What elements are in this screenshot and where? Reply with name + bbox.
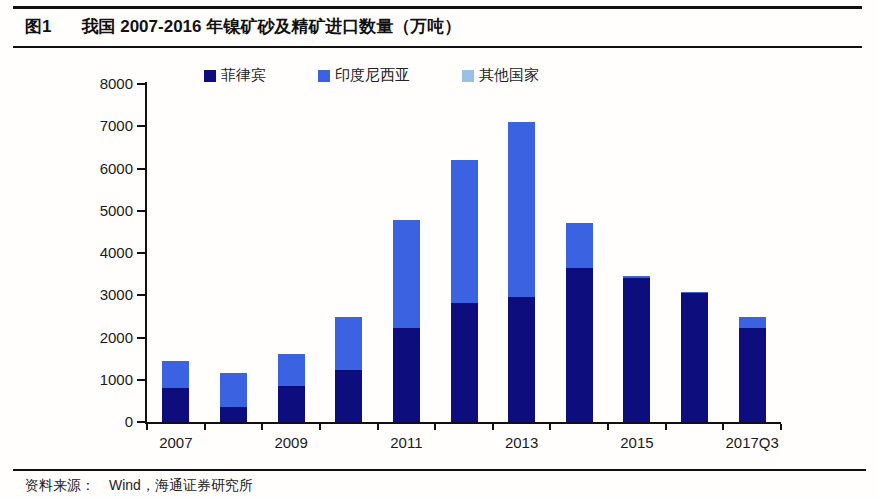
x-tick <box>434 424 436 430</box>
y-tick <box>137 210 145 212</box>
bar-segment-2012 <box>451 303 478 422</box>
bar-segment-2015 <box>623 278 650 422</box>
y-tick-label: 4000 <box>58 244 133 262</box>
x-tick <box>549 424 551 430</box>
x-axis-line <box>145 422 781 424</box>
y-tick <box>137 294 145 296</box>
x-tick <box>607 424 609 430</box>
bar-segment-2017Q3 <box>739 317 766 328</box>
bar-segment-2011 <box>393 220 420 329</box>
x-tick <box>780 424 782 430</box>
footer-divider <box>13 469 866 471</box>
x-tick <box>722 424 724 430</box>
x-tick <box>319 424 321 430</box>
x-tick-label: 2009 <box>246 434 336 451</box>
y-tick-label: 2000 <box>58 329 133 347</box>
x-tick-label: 2011 <box>361 434 451 451</box>
y-tick-label: 3000 <box>58 286 133 304</box>
bar-segment-2008 <box>220 407 247 422</box>
bar-segment-2013 <box>508 122 535 296</box>
y-tick <box>137 168 145 170</box>
y-tick <box>137 421 145 423</box>
report-figure-page: 图1我国 2007-2016 年镍矿砂及精矿进口数量（万吨） 菲律宾印度尼西亚其… <box>0 0 878 500</box>
bar-segment-2011 <box>393 328 420 422</box>
x-tick <box>665 424 667 430</box>
source-text: Wind，海通证券研究所 <box>109 477 253 493</box>
x-tick <box>261 424 263 430</box>
y-tick-label: 7000 <box>58 117 133 135</box>
bar-segment-2017Q3 <box>739 328 766 422</box>
y-tick-label: 8000 <box>58 75 133 93</box>
y-tick <box>137 337 145 339</box>
bar-segment-2010 <box>335 317 362 370</box>
source-label: 资料来源： <box>25 477 95 493</box>
y-tick-label: 0 <box>58 413 133 431</box>
y-tick-label: 1000 <box>58 371 133 389</box>
x-tick <box>492 424 494 430</box>
y-tick <box>137 125 145 127</box>
bar-segment-2012 <box>451 160 478 303</box>
bar-segment-2014 <box>566 268 593 422</box>
x-tick-label: 2007 <box>131 434 221 451</box>
bar-segment-2013 <box>508 297 535 422</box>
y-tick-label: 5000 <box>58 202 133 220</box>
bar-segment-2008 <box>220 373 247 407</box>
x-tick <box>146 424 148 430</box>
bar-segment-2009 <box>278 386 305 422</box>
bar-segment-2010 <box>335 370 362 422</box>
bar-segment-2007 <box>162 388 189 422</box>
y-tick-label: 6000 <box>58 160 133 178</box>
source-row: 资料来源： Wind，海通证券研究所 <box>25 477 253 495</box>
bar-segment-2016 <box>681 293 708 422</box>
bar-chart: 0 1000 2000 3000 4000 5000 6000 7000 8000 2007 200… <box>0 0 878 500</box>
y-tick <box>137 252 145 254</box>
y-axis-line <box>145 82 147 424</box>
x-tick <box>377 424 379 430</box>
x-tick <box>204 424 206 430</box>
x-tick-label: 2013 <box>477 434 567 451</box>
y-tick <box>137 83 145 85</box>
bar-segment-2014 <box>566 223 593 269</box>
bar-segment-2016 <box>681 292 708 293</box>
bar-segment-2015 <box>623 276 650 277</box>
bar-segment-2009 <box>278 354 305 386</box>
x-tick-label: 2017Q3 <box>707 434 797 451</box>
bar-segment-2007 <box>162 361 189 388</box>
y-tick <box>137 379 145 381</box>
x-tick-label: 2015 <box>592 434 682 451</box>
